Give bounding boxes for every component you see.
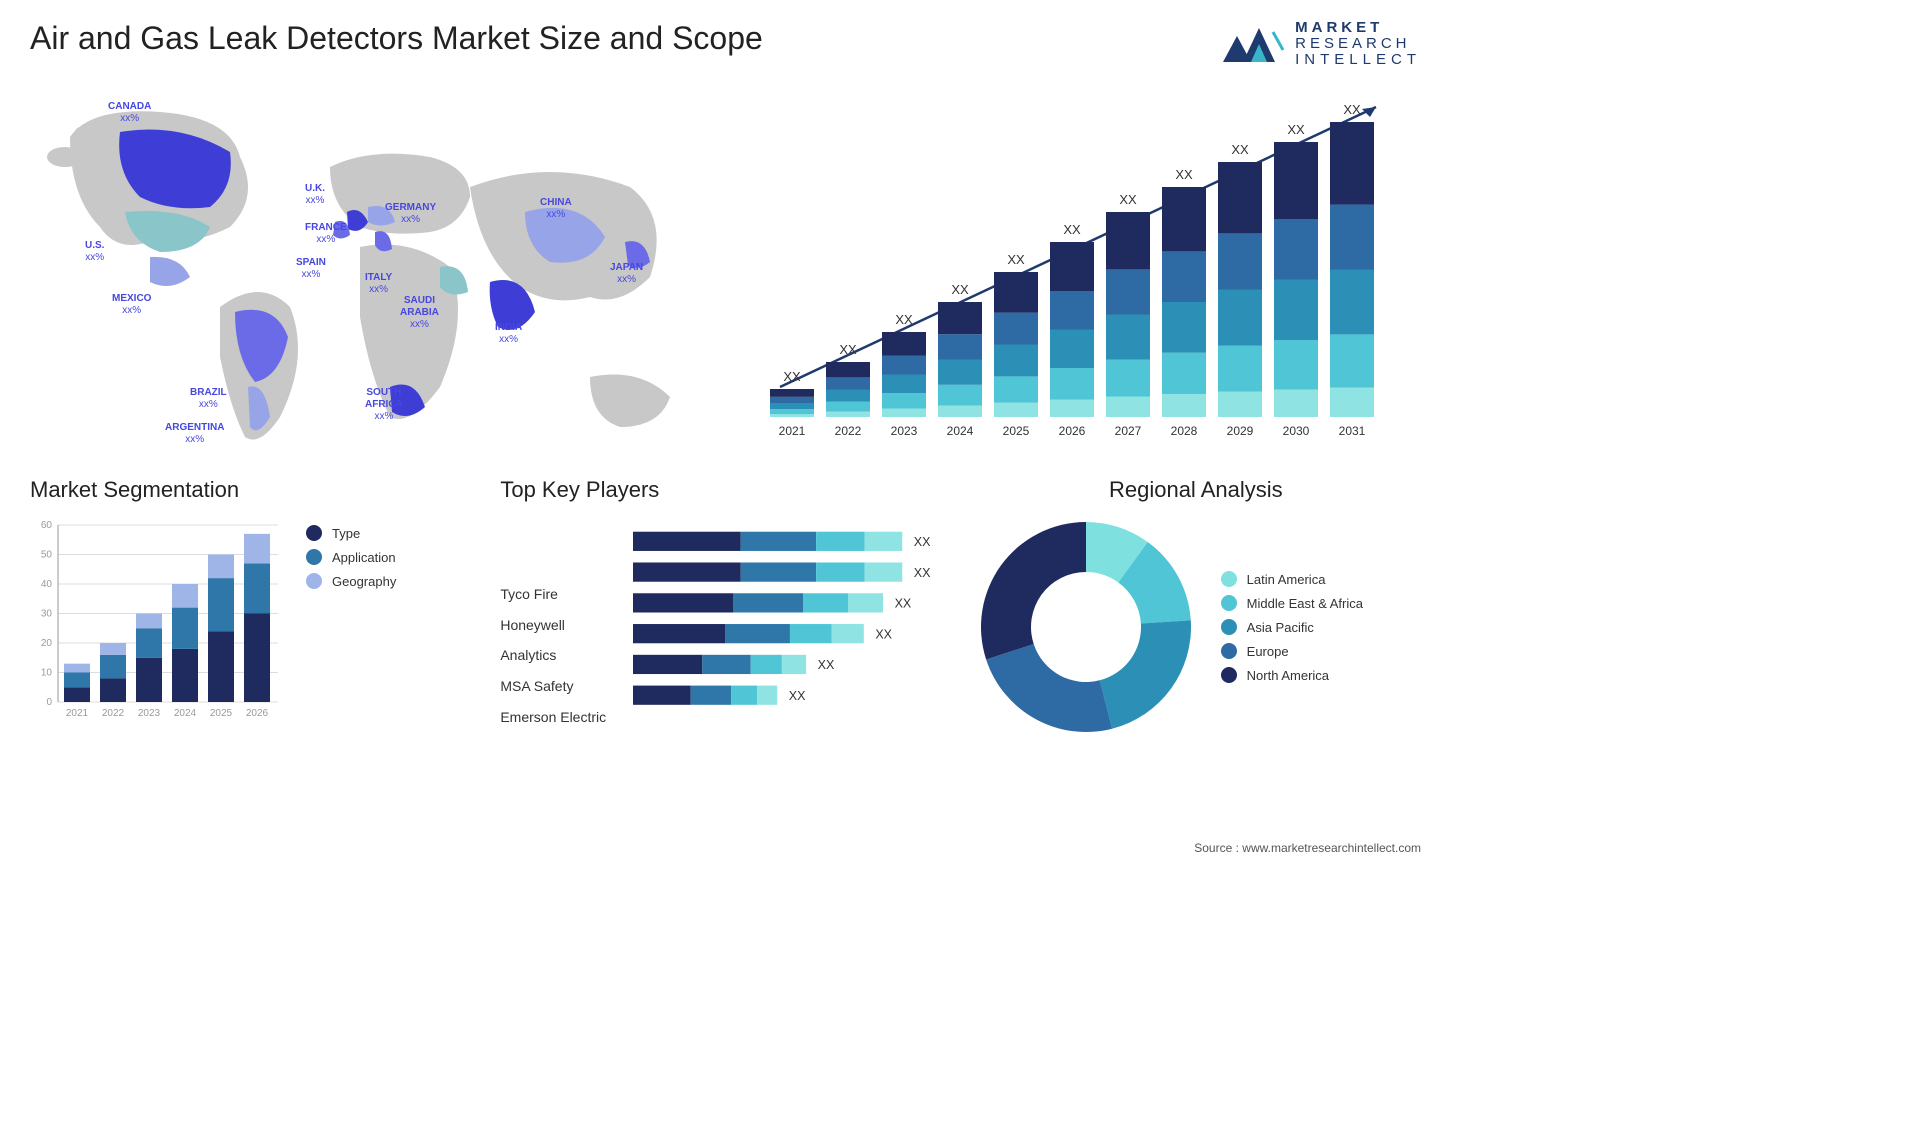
players-chart: XX XX XX XX XX XX <box>633 520 950 730</box>
svg-text:0: 0 <box>46 697 52 708</box>
svg-text:2030: 2030 <box>1283 424 1310 438</box>
map-label: ARGENTINAxx% <box>165 422 224 446</box>
svg-text:2031: 2031 <box>1339 424 1366 438</box>
svg-text:2025: 2025 <box>1003 424 1030 438</box>
map-label: MEXICOxx% <box>112 293 151 317</box>
svg-text:XX: XX <box>895 597 912 611</box>
svg-text:XX: XX <box>783 369 801 384</box>
svg-text:XX: XX <box>1343 102 1361 117</box>
legend-item: North America <box>1221 667 1363 683</box>
svg-text:40: 40 <box>41 579 53 590</box>
players-title: Top Key Players <box>500 477 950 503</box>
legend-item: Type <box>306 525 396 541</box>
logo-line1: MARKET <box>1295 20 1421 36</box>
svg-text:XX: XX <box>1175 167 1193 182</box>
svg-text:2021: 2021 <box>779 424 806 438</box>
svg-text:2023: 2023 <box>138 708 161 719</box>
regional-title: Regional Analysis <box>971 477 1421 503</box>
svg-text:2027: 2027 <box>1115 424 1142 438</box>
svg-text:20: 20 <box>41 638 53 649</box>
players-labels: Tyco FireHoneywell AnalyticsMSA SafetyEm… <box>500 517 619 733</box>
map-label: SOUTHAFRICAxx% <box>365 387 403 423</box>
map-label: BRAZILxx% <box>190 387 227 411</box>
legend-item: Middle East & Africa <box>1221 595 1363 611</box>
svg-text:2026: 2026 <box>246 708 269 719</box>
svg-text:10: 10 <box>41 668 53 679</box>
segmentation-chart: 0 10 20 30 40 50 60 2021 2022 2023 2024 2025 2026 <box>30 517 290 727</box>
svg-text:2022: 2022 <box>835 424 862 438</box>
map-label: ITALYxx% <box>365 272 392 296</box>
map-label: CHINAxx% <box>540 197 572 221</box>
svg-text:2023: 2023 <box>891 424 918 438</box>
legend-item: Asia Pacific <box>1221 619 1363 635</box>
brand-logo: MARKET RESEARCH INTELLECT <box>1221 20 1421 67</box>
players-panel: Top Key Players Tyco FireHoneywell Analy… <box>500 477 950 737</box>
legend-item: Europe <box>1221 643 1363 659</box>
regional-donut <box>971 517 1201 737</box>
logo-text: MARKET RESEARCH INTELLECT <box>1295 20 1421 67</box>
world-map: CANADAxx% U.S.xx% MEXICOxx% BRAZILxx% ARGENT… <box>30 77 730 457</box>
page-title: Air and Gas Leak Detectors Market Size a… <box>30 20 763 57</box>
source-text: Source : www.marketresearchintellect.com <box>1194 841 1421 855</box>
segmentation-legend: Type Application Geography <box>306 517 396 597</box>
segmentation-title: Market Segmentation <box>30 477 480 503</box>
svg-text:XX: XX <box>1287 122 1305 137</box>
svg-text:2024: 2024 <box>174 708 197 719</box>
map-label: FRANCExx% <box>305 222 347 246</box>
header: Air and Gas Leak Detectors Market Size a… <box>0 0 1451 77</box>
svg-text:XX: XX <box>895 312 913 327</box>
svg-text:30: 30 <box>41 609 53 620</box>
svg-text:XX: XX <box>876 627 893 641</box>
svg-text:XX: XX <box>1119 192 1137 207</box>
map-label: U.K.xx% <box>305 183 325 207</box>
logo-line3: INTELLECT <box>1295 52 1421 68</box>
player-name: Emerson Electric <box>500 702 619 733</box>
legend-item: Latin America <box>1221 571 1363 587</box>
legend-item: Geography <box>306 573 396 589</box>
svg-text:2022: 2022 <box>102 708 125 719</box>
logo-line2: RESEARCH <box>1295 36 1421 52</box>
svg-text:XX: XX <box>1063 222 1081 237</box>
svg-text:XX: XX <box>839 342 857 357</box>
regional-legend: Latin America Middle East & Africa Asia Pa… <box>1221 563 1363 691</box>
svg-text:XX: XX <box>818 658 835 672</box>
svg-text:2021: 2021 <box>66 708 89 719</box>
svg-text:2028: 2028 <box>1171 424 1198 438</box>
svg-text:XX: XX <box>951 282 969 297</box>
svg-text:2026: 2026 <box>1059 424 1086 438</box>
svg-text:2025: 2025 <box>210 708 233 719</box>
map-label: U.S.xx% <box>85 240 104 264</box>
legend-item: Application <box>306 549 396 565</box>
map-label: GERMANYxx% <box>385 202 436 226</box>
svg-text:60: 60 <box>41 520 53 531</box>
regional-panel: Regional Analysis Latin America Middle Ea… <box>971 477 1421 737</box>
segmentation-panel: Market Segmentation 0 10 20 30 40 50 60 2021 202… <box>30 477 480 737</box>
map-label: JAPANxx% <box>610 262 643 286</box>
svg-text:XX: XX <box>914 535 931 549</box>
map-label: SAUDIARABIAxx% <box>400 295 439 331</box>
growth-chart: XX 2021 XX 2022 XX 2023 XX 2024 XX 2025 XX 2026 XX 20… <box>750 77 1421 457</box>
player-name: Honeywell Analytics <box>500 610 619 672</box>
logo-mark-icon <box>1221 22 1285 66</box>
svg-text:XX: XX <box>1231 142 1249 157</box>
map-label: INDIAxx% <box>495 322 522 346</box>
svg-text:2029: 2029 <box>1227 424 1254 438</box>
svg-text:XX: XX <box>914 566 931 580</box>
svg-text:XX: XX <box>1007 252 1025 267</box>
player-name: MSA Safety <box>500 671 619 702</box>
svg-text:XX: XX <box>789 689 806 703</box>
svg-text:50: 50 <box>41 550 53 561</box>
svg-text:2024: 2024 <box>947 424 974 438</box>
map-label: CANADAxx% <box>108 101 151 125</box>
player-name: Tyco Fire <box>500 579 619 610</box>
map-label: SPAINxx% <box>296 257 326 281</box>
